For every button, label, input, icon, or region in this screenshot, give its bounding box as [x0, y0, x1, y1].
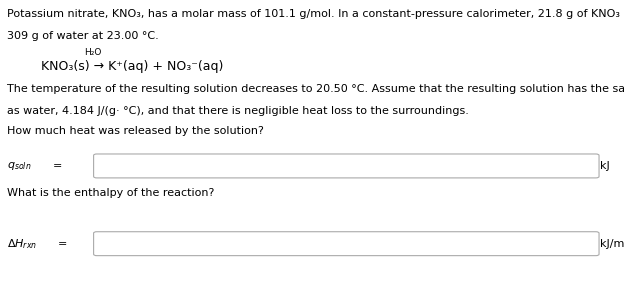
Text: =: = — [53, 161, 62, 171]
Text: $q_{soln}$: $q_{soln}$ — [7, 160, 32, 172]
Text: The temperature of the resulting solution decreases to 20.50 °C. Assume that the: The temperature of the resulting solutio… — [7, 84, 624, 94]
Text: 309 g of water at 23.00 °C.: 309 g of water at 23.00 °C. — [7, 31, 159, 41]
FancyBboxPatch shape — [94, 232, 599, 256]
Text: as water, 4.184 J/(g· °C), and that there is negligible heat loss to the surroun: as water, 4.184 J/(g· °C), and that ther… — [7, 106, 469, 116]
Text: KNO₃(s) → K⁺(aq) + NO₃⁻(aq): KNO₃(s) → K⁺(aq) + NO₃⁻(aq) — [41, 60, 223, 73]
Text: How much heat was released by the solution?: How much heat was released by the soluti… — [7, 126, 265, 135]
Text: kJ: kJ — [600, 161, 610, 171]
Text: Potassium nitrate, KNO₃, has a molar mass of 101.1 g/mol. In a constant-pressure: Potassium nitrate, KNO₃, has a molar mas… — [7, 9, 624, 19]
Text: What is the enthalpy of the reaction?: What is the enthalpy of the reaction? — [7, 188, 215, 198]
Text: $\Delta H_{rxn}$: $\Delta H_{rxn}$ — [7, 237, 37, 251]
FancyBboxPatch shape — [94, 154, 599, 178]
Text: kJ/mol: kJ/mol — [600, 239, 624, 249]
Text: H₂O: H₂O — [84, 48, 102, 57]
Text: =: = — [57, 239, 67, 249]
